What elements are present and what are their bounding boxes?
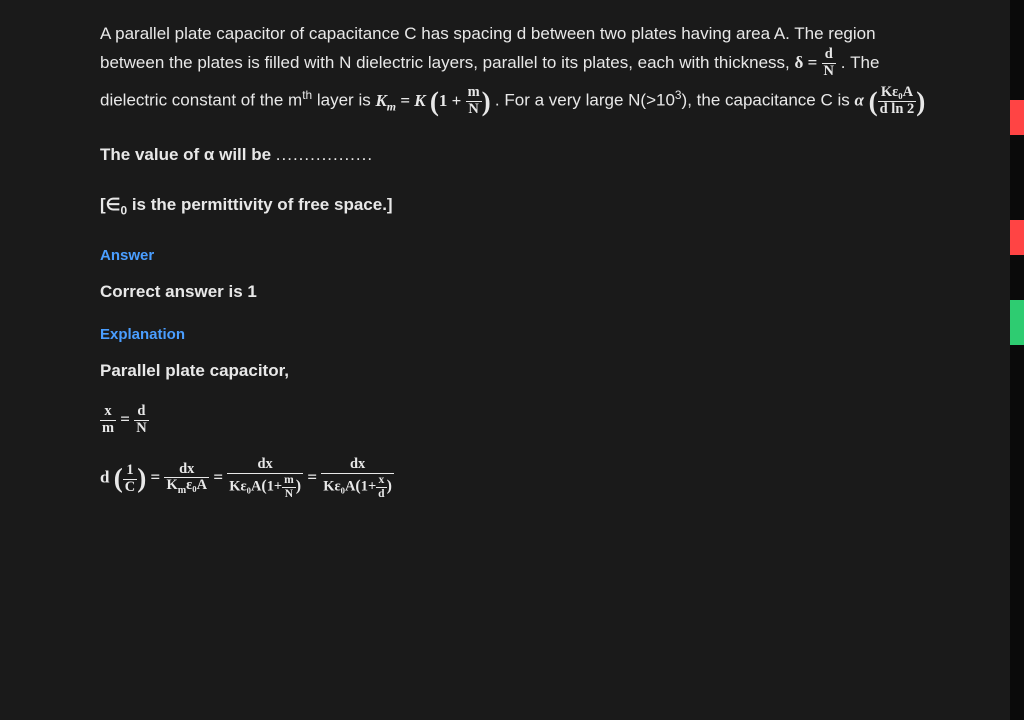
- delta-symbol: δ =: [795, 53, 822, 72]
- fraction-term2: dx Kε₀A(1+mN): [227, 457, 303, 500]
- equation-2: d (1C) = dx Kmε₀A = dx Kε₀A(1+mN) = dx K…: [100, 457, 944, 501]
- fraction-d-N: d N: [822, 47, 836, 80]
- th-superscript: th: [302, 88, 312, 102]
- green-indicator[interactable]: [1010, 300, 1024, 345]
- fraction-1-C: 1C: [123, 463, 137, 496]
- alpha-symbol: α: [854, 91, 863, 110]
- fraction-d-N-2: d N: [134, 404, 148, 437]
- question-text-4: . For a very large N(>10: [495, 91, 675, 110]
- question-text-5: ), the capacitance C is: [682, 91, 855, 110]
- Km-symbol: Km = K (1 + mN): [375, 91, 494, 110]
- explanation-heading: Explanation: [100, 323, 944, 347]
- fraction-KeA-dln2: Kε₀Ad ln 2: [878, 85, 917, 118]
- fraction-term1: dx Kmε₀A: [164, 462, 209, 497]
- question-text-3: layer is: [317, 91, 376, 110]
- red-indicator-1[interactable]: [1010, 100, 1024, 135]
- equation-1: x m = d N: [100, 404, 944, 437]
- final-fraction: (Kε₀Ad ln 2): [869, 91, 926, 110]
- permittivity-note: [∈0 is the permittivity of free space.]: [100, 191, 944, 220]
- question-content: A parallel plate capacitor of capacitanc…: [0, 0, 1024, 541]
- fraction-term3: dx Kε₀A(1+xd): [321, 457, 394, 500]
- fraction-m-N: mN: [466, 85, 482, 118]
- answer-heading: Answer: [100, 244, 944, 268]
- value-of-alpha-line: The value of α will be .................: [100, 141, 944, 168]
- question-paragraph: A parallel plate capacitor of capacitanc…: [100, 20, 944, 123]
- fraction-x-m: x m: [100, 404, 116, 437]
- correct-answer-text: Correct answer is 1: [100, 278, 944, 305]
- cube-superscript: 3: [675, 88, 682, 102]
- question-text-1: A parallel plate capacitor of capacitanc…: [100, 24, 876, 72]
- explanation-intro: Parallel plate capacitor,: [100, 357, 944, 384]
- red-indicator-2[interactable]: [1010, 220, 1024, 255]
